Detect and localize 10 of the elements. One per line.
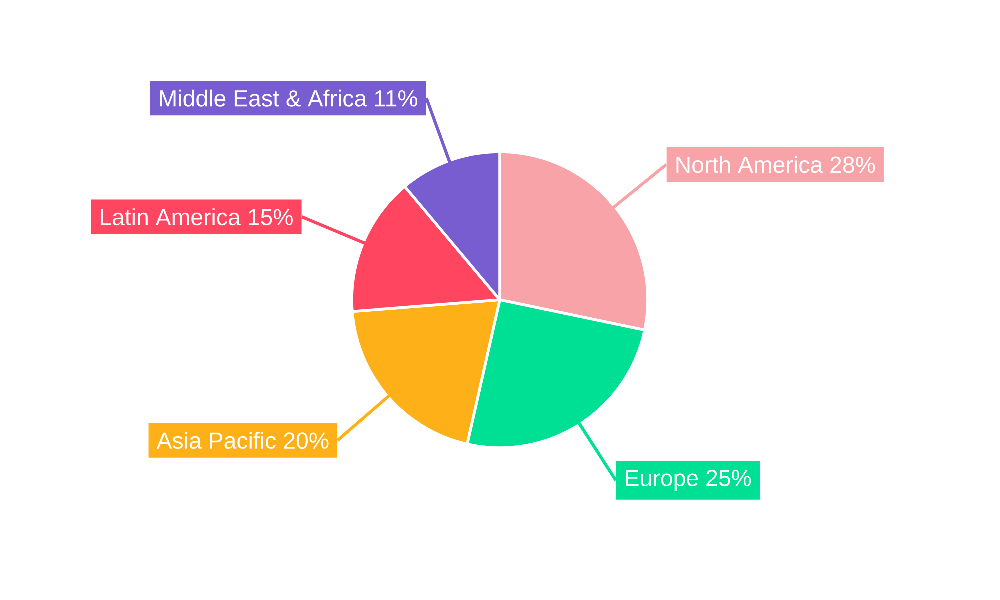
slice-label: Asia Pacific: [156, 432, 276, 450]
data-label: 15%: [249, 209, 293, 226]
slice-label: Latin America: [100, 208, 241, 226]
data-label: 28%: [830, 156, 876, 174]
data-label: 11%: [375, 90, 418, 107]
slice-label: Middle East & Africa: [160, 90, 368, 107]
slice-label: Europe: [626, 470, 698, 492]
data-label: 25%: [706, 470, 752, 486]
slice-label: North America: [676, 156, 824, 174]
data-label: 20%: [284, 432, 329, 450]
